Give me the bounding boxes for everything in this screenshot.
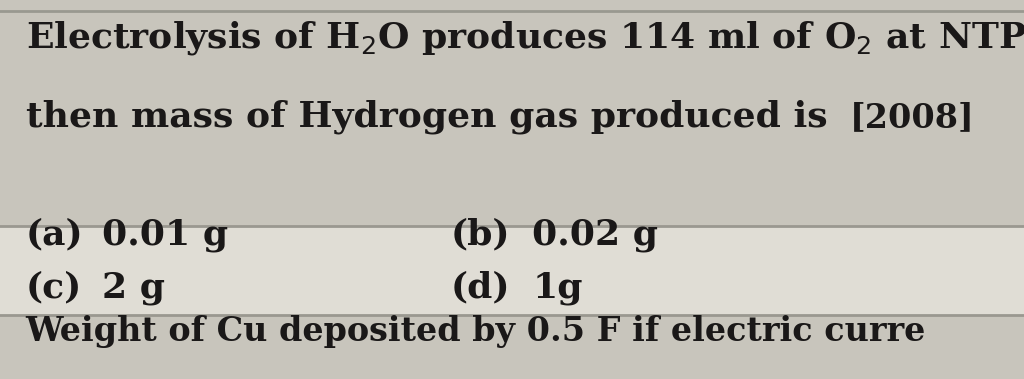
Text: (c): (c) — [26, 271, 82, 304]
Text: (b): (b) — [451, 218, 510, 251]
Text: Electrolysis of H$_2$O produces 114 ml of O$_2$ at NTP,: Electrolysis of H$_2$O produces 114 ml o… — [26, 19, 1024, 57]
Text: 0.01 g: 0.01 g — [102, 218, 228, 252]
Text: (a): (a) — [26, 218, 83, 251]
Text: 1g: 1g — [532, 271, 583, 305]
FancyBboxPatch shape — [0, 0, 1024, 227]
Text: [2008]: [2008] — [850, 101, 975, 134]
Text: 2 g: 2 g — [102, 271, 166, 305]
Text: (d): (d) — [451, 271, 510, 304]
Text: Weight of Cu deposited by 0.5 F if electric curre: Weight of Cu deposited by 0.5 F if elect… — [26, 315, 926, 348]
Text: then mass of Hydrogen gas produced is: then mass of Hydrogen gas produced is — [26, 100, 827, 135]
FancyBboxPatch shape — [0, 226, 1024, 315]
Text: 0.02 g: 0.02 g — [532, 218, 658, 252]
FancyBboxPatch shape — [0, 315, 1024, 379]
